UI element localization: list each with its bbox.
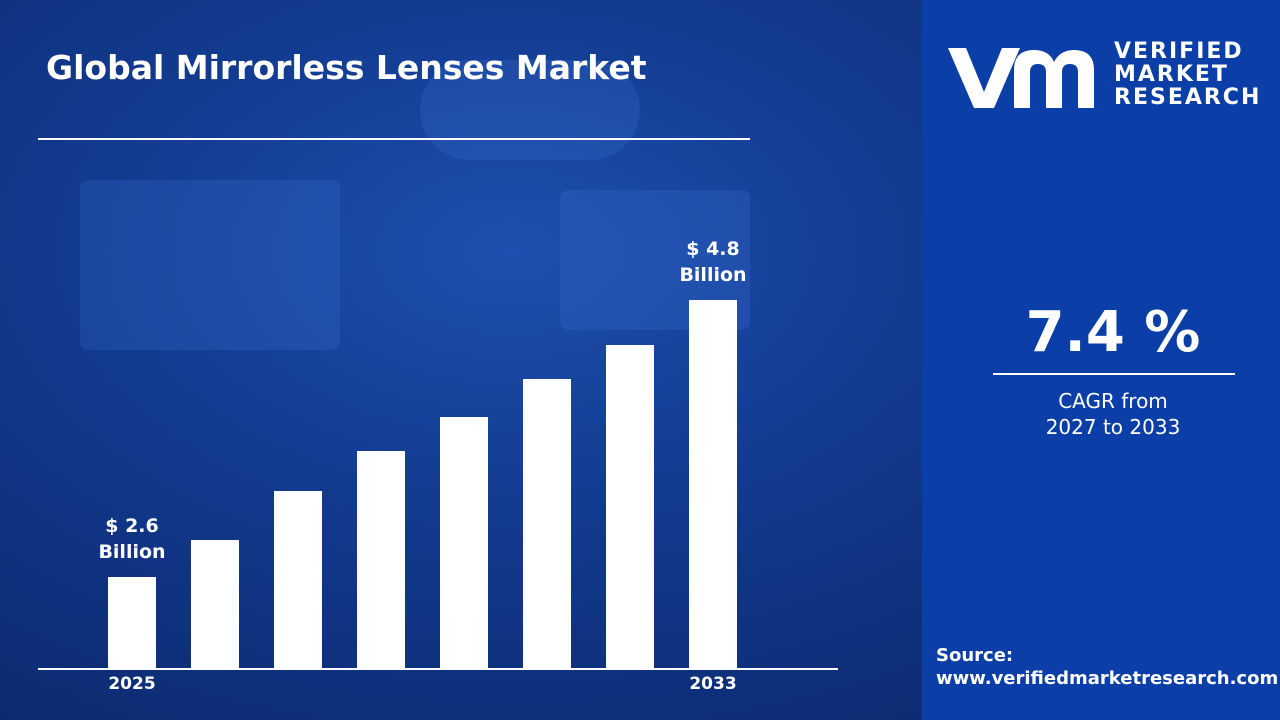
bar: [689, 300, 737, 669]
logo-word: MARKET: [1114, 62, 1229, 87]
bar: [523, 379, 571, 669]
cagr-value: 7.4 %: [1025, 300, 1201, 365]
cagr-label: CAGR from 2027 to 2033: [1045, 389, 1181, 439]
source-label: Source:: [936, 645, 1014, 666]
title-rule: [38, 138, 750, 140]
bar: [357, 451, 405, 669]
value-label: $ 2.6 Billion: [98, 515, 166, 563]
x-tick-label: 2033: [689, 674, 737, 694]
logo-text: VERIFIED MARKET RESEARCH: [1114, 40, 1261, 109]
cagr-rule: [993, 373, 1235, 375]
chart-title: Global Mirrorless Lenses Market: [46, 48, 647, 87]
bar: [606, 345, 654, 669]
logo-word: VERIFIED: [1114, 39, 1244, 64]
bar: [191, 540, 239, 669]
bar: [274, 491, 322, 669]
background-shape: [80, 180, 340, 350]
baseline: [38, 668, 838, 670]
source: Source: www.verifiedmarketresearch.com: [936, 644, 1278, 690]
sidebar: VERIFIED MARKET RESEARCH 7.4 % CAGR from…: [922, 0, 1280, 720]
bar: [440, 417, 488, 669]
logo-word: RESEARCH: [1114, 85, 1262, 110]
logo-mark: [948, 48, 1094, 108]
background-shape: [420, 60, 640, 160]
x-tick-label: 2025: [108, 674, 156, 694]
source-url: www.verifiedmarketresearch.com: [936, 668, 1279, 689]
value-label: $ 4.8 Billion: [679, 238, 747, 286]
bar: [108, 577, 156, 669]
